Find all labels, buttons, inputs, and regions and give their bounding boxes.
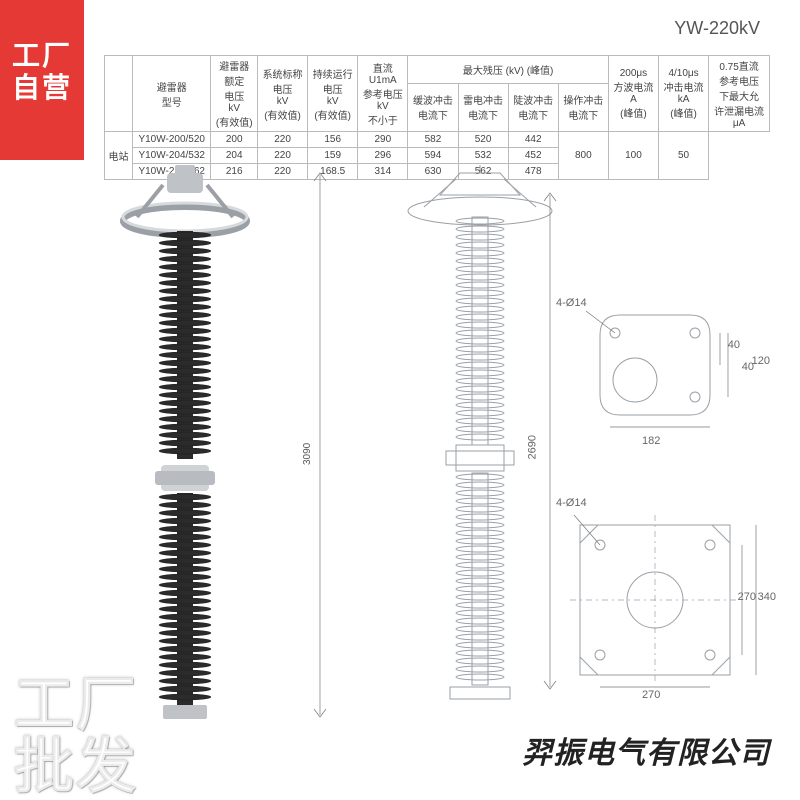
cell: 159 (308, 148, 358, 164)
arrester-drawing-mid: 2690 (400, 165, 520, 705)
arrester-left-icon (115, 165, 255, 725)
col-system: 系统标称电压kV(有效值) (258, 56, 308, 132)
col-200us: 200μs方波电流A(峰值) (608, 56, 658, 132)
flange-top-pitch-h: 40 (728, 339, 740, 351)
flange-top-drawing: 4-Ø14 40 40 120 182 (580, 305, 750, 445)
col-cont: 持续运行电压kV(有效值) (308, 56, 358, 132)
badge-line1: 工厂 (12, 40, 72, 72)
col-res-b: 雷电冲击电流下 (458, 83, 508, 131)
cell: 220 (258, 132, 308, 148)
spec-table-wrap: 避雷器型号 避雷器额定电压kV(有效值) 系统标称电压kV(有效值) 持续运行电… (104, 55, 770, 180)
dim-inner-text: 2690 (526, 435, 538, 459)
col-rowlabel (105, 56, 133, 132)
content-area: 3090 (0, 165, 800, 710)
promo-line1: 工厂 (14, 674, 138, 736)
flange-bot-bc: 270 (738, 591, 756, 603)
cell: Y10W-204/532 (133, 148, 211, 164)
flange-bot-overall: 340 (758, 591, 776, 603)
col-leak: 0.75直流参考电压下最大允许泄漏电流μA (709, 56, 770, 132)
model-label: YW-220kV (674, 18, 760, 39)
col-res-a: 缓波冲击电流下 (408, 83, 458, 131)
flange-top-height: 120 (752, 355, 770, 367)
dim-overall-icon: 3090 (300, 165, 340, 725)
col-residual-group: 最大残压 (kV) (峰值) (408, 56, 609, 84)
cell: 594 (408, 148, 458, 164)
flange-bot-drawing: 4-Ø14 270 340 270 (560, 505, 770, 695)
cell: 520 (458, 132, 508, 148)
col-res-d: 操作冲击电流下 (558, 83, 608, 131)
flange-top-icon (580, 305, 750, 445)
col-rated: 避雷器额定电压kV(有效值) (211, 56, 258, 132)
cell: 442 (508, 132, 558, 148)
page: 工厂 自营 YW-220kV 避雷器型号 避雷器额定电压kV(有效值) 系统标称… (0, 0, 800, 800)
col-dcref: 直流U1mA参考电压kV不小于 (358, 56, 408, 132)
cell: 200 (211, 132, 258, 148)
cell: 296 (358, 148, 408, 164)
flange-top-holes: 4-Ø14 (556, 297, 587, 309)
cell: 290 (358, 132, 408, 148)
spec-thead: 避雷器型号 避雷器额定电压kV(有效值) 系统标称电压kV(有效值) 持续运行电… (105, 56, 770, 132)
factory-badge: 工厂 自营 (0, 0, 84, 160)
spec-table: 避雷器型号 避雷器额定电压kV(有效值) 系统标称电压kV(有效值) 持续运行电… (104, 55, 770, 180)
table-row: 避雷器型号 避雷器额定电压kV(有效值) 系统标称电压kV(有效值) 持续运行电… (105, 56, 770, 84)
cell: 582 (408, 132, 458, 148)
flange-bot-holes: 4-Ø14 (556, 497, 587, 509)
cell: 532 (458, 148, 508, 164)
cell: 156 (308, 132, 358, 148)
cell: 452 (508, 148, 558, 164)
table-row: 电站 Y10W-200/520 200 220 156 290 582 520 … (105, 132, 770, 148)
cell: 204 (211, 148, 258, 164)
promo-text: 工厂 批发 (14, 674, 138, 798)
col-410us: 4/10μs冲击电流kA(峰值) (659, 56, 709, 132)
dim-overall-text: 3090 (302, 442, 313, 465)
badge-line2: 自营 (12, 72, 72, 104)
col-res-c: 陡波冲击电流下 (508, 83, 558, 131)
flange-top-width: 182 (642, 435, 660, 447)
col-model: 避雷器型号 (133, 56, 211, 132)
company-name: 羿振电气有限公司 (522, 728, 770, 772)
flange-bot-width: 270 (642, 689, 660, 701)
arrester-photo-left (115, 165, 255, 725)
cell: Y10W-200/520 (133, 132, 211, 148)
promo-line2: 批发 (14, 736, 138, 798)
cell: 220 (258, 148, 308, 164)
